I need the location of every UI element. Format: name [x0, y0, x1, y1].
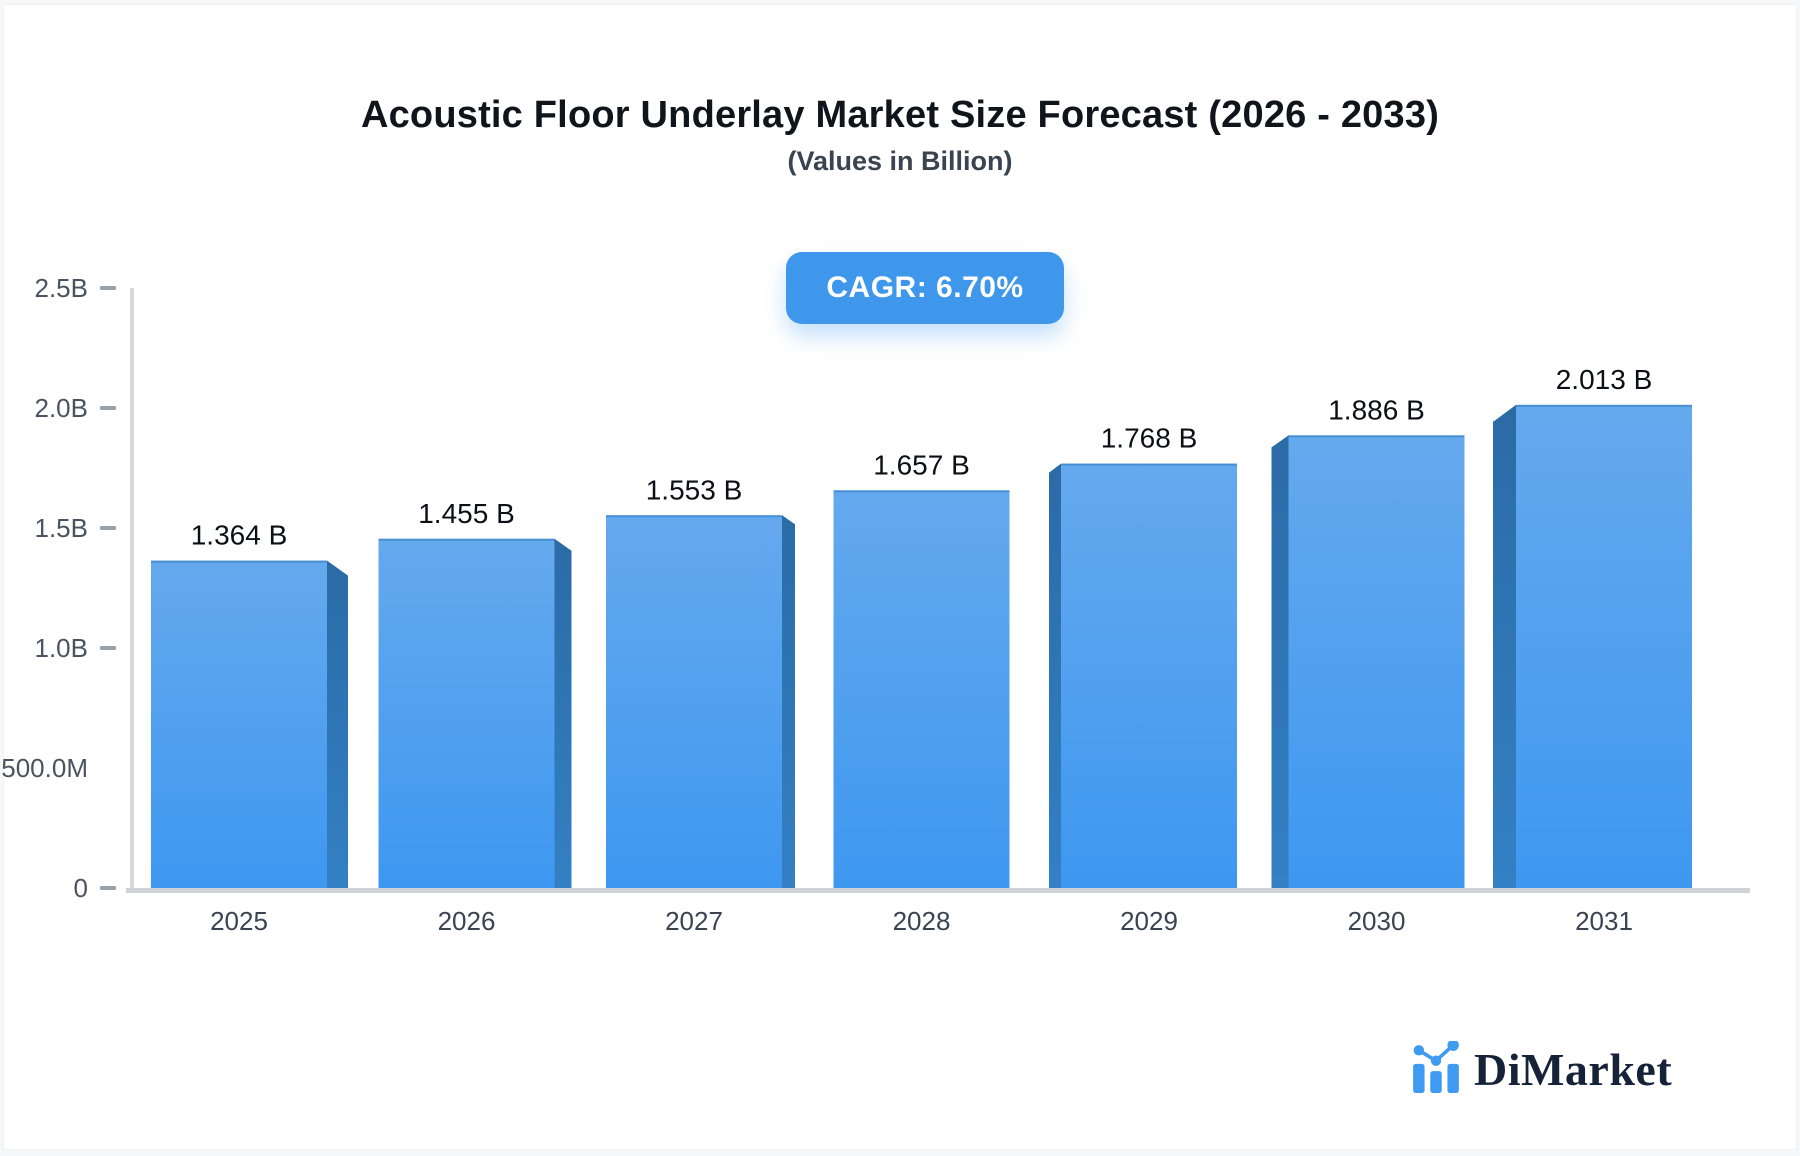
y-axis-tick-label: 1.5B — [35, 513, 89, 543]
bar-value-label: 1.768 B — [1101, 423, 1198, 454]
logo-dot — [1430, 1055, 1442, 1066]
bar-front-face — [1516, 404, 1692, 888]
y-axis-tick-label: 500.0M — [1, 753, 88, 783]
x-axis-label: 2027 — [665, 906, 723, 936]
x-axis-label: 2031 — [1575, 906, 1633, 936]
y-axis-tick-label: 2.0B — [35, 393, 89, 423]
mini-bar-chart-icon — [1413, 1041, 1459, 1093]
bar-side-face — [782, 515, 795, 888]
logo-dot — [1447, 1041, 1459, 1051]
x-axis-label: 2029 — [1120, 906, 1178, 936]
y-axis-tick — [100, 886, 116, 890]
bar-2029: 1.768 B 2029 — [1049, 423, 1237, 936]
y-axis-tick — [100, 646, 116, 650]
x-axis-label: 2026 — [438, 906, 496, 936]
bar-front-face — [1061, 463, 1237, 888]
dimarket-logo: DiMarket — [1413, 1040, 1672, 1096]
y-axis-tick — [100, 286, 116, 290]
x-axis-label: 2030 — [1348, 906, 1406, 936]
bar-2025: 1.364 B 2025 — [151, 520, 348, 936]
y-axis-tick — [100, 406, 116, 410]
bar-2027: 1.553 B 2027 — [606, 474, 795, 936]
bar-2026: 1.455 B 2026 — [378, 498, 572, 936]
y-axis-tick-label: 1.0B — [35, 633, 89, 663]
bar-front-face — [606, 515, 782, 888]
bar-2030: 1.886 B 2030 — [1271, 394, 1465, 936]
bar-2028: 1.657 B 2028 — [833, 449, 1010, 936]
dimarket-logo-text: DiMarket — [1474, 1044, 1673, 1095]
bar-front-face — [151, 560, 327, 888]
bar-2031: 2.013 B 2031 — [1493, 364, 1692, 936]
chart-title: Acoustic Floor Underlay Market Size Fore… — [360, 94, 1440, 136]
bar-side-face — [327, 560, 348, 888]
y-axis-tick — [100, 526, 116, 530]
bar-value-label: 1.886 B — [1328, 394, 1425, 425]
y-axis-tick-label: 0 — [74, 873, 88, 903]
bar-value-label: 1.553 B — [646, 474, 743, 505]
bar-side-face — [1271, 435, 1289, 888]
y-axis-line — [130, 288, 134, 890]
cagr-badge: CAGR: 6.70% — [786, 252, 1064, 324]
bar-front-face — [378, 538, 555, 888]
y-axis-tick-label: 2.5B — [35, 273, 89, 303]
logo-dot — [1413, 1045, 1425, 1056]
x-axis-label: 2025 — [210, 906, 268, 936]
bar-front-face — [833, 490, 1010, 888]
bar-side-face — [1493, 404, 1516, 888]
bar-value-label: 1.364 B — [191, 520, 288, 551]
bar-value-label: 1.657 B — [873, 449, 970, 480]
bar-side-face — [554, 538, 572, 888]
bar-side-face — [1049, 463, 1061, 888]
logo-bar — [1430, 1071, 1442, 1093]
x-axis-label: 2028 — [893, 906, 951, 936]
logo-bar — [1413, 1063, 1425, 1093]
x-axis-line — [126, 888, 1750, 893]
bar-value-label: 1.455 B — [418, 498, 515, 529]
bar-front-face — [1288, 435, 1465, 888]
logo-bar — [1447, 1063, 1459, 1093]
bar-value-label: 2.013 B — [1556, 364, 1653, 395]
chart-subtitle: (Values in Billion) — [787, 146, 1013, 176]
